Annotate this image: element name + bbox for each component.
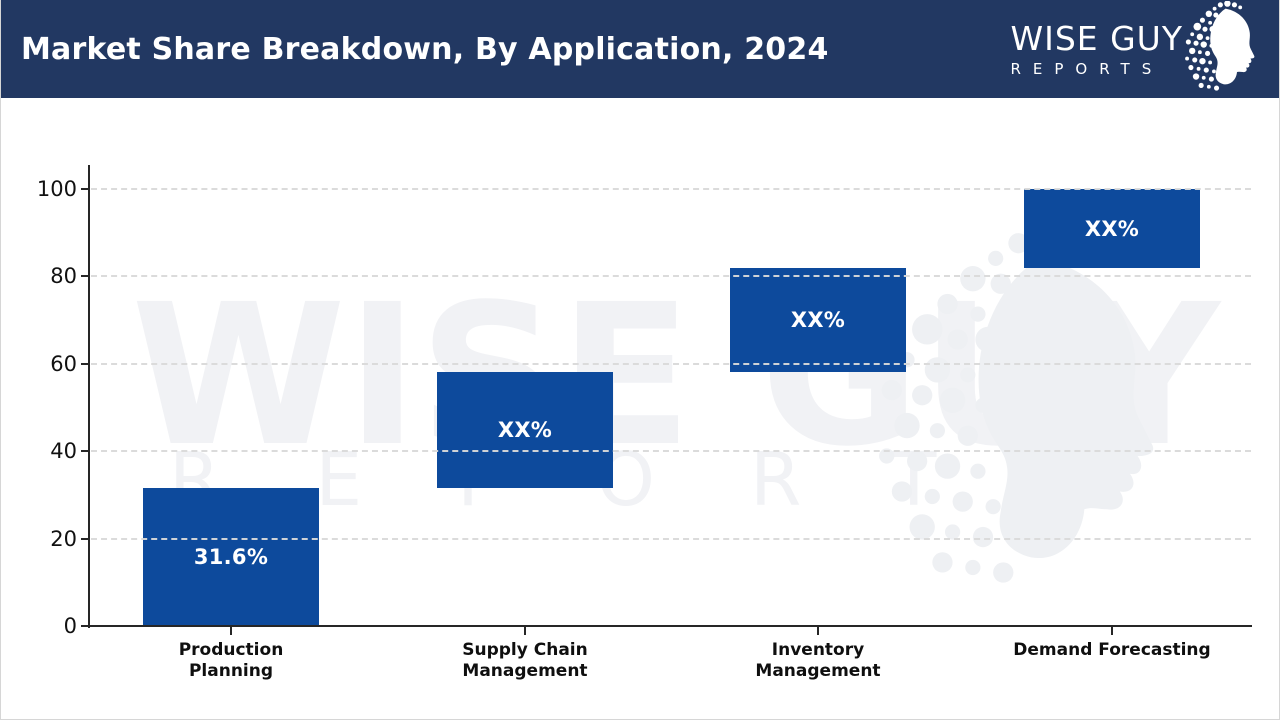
bar-segment: 31.6%	[143, 487, 319, 626]
y-tickmark-100	[81, 188, 89, 190]
logo-wordmark: WISE GUY	[1010, 18, 1183, 58]
y-tickmark-80	[81, 275, 89, 278]
x-tickmark	[817, 627, 819, 635]
y-axis-line	[88, 165, 90, 628]
x-category-label-line: Management	[462, 661, 588, 681]
y-tick-label-0: 0	[63, 614, 77, 638]
header-bar: Market Share Breakdown, By Application, …	[1, 0, 1279, 98]
watermark-subtitle: REPORTS	[169, 437, 1174, 523]
gridline-100	[91, 188, 1251, 190]
x-tickmark	[524, 627, 526, 635]
logo-text: WISE GUY REPORTS	[1010, 22, 1183, 77]
y-tickmark-60	[81, 362, 89, 365]
x-axis-line	[88, 625, 1252, 627]
gridline-60	[91, 362, 1251, 365]
y-tick-label-60: 60	[50, 351, 77, 376]
x-category-label: Demand Forecasting	[982, 640, 1242, 661]
x-category-label-line: Supply Chain	[462, 640, 588, 660]
x-category-label: Production Planning	[101, 640, 361, 682]
x-category-label-line: Planning	[188, 661, 274, 681]
bar-value-label: 31.6%	[193, 544, 269, 569]
x-category-label-line: Demand Forecasting	[1013, 640, 1211, 660]
y-tick-label-100: 100	[36, 177, 77, 201]
y-tick-label-80: 80	[50, 264, 77, 289]
gridline-80	[91, 275, 1251, 278]
bar-value-label: XX%	[497, 417, 553, 442]
x-tickmark	[1111, 627, 1113, 635]
y-tickmark-20	[81, 537, 89, 540]
gridline-40	[91, 450, 1251, 453]
logo-subtitle: REPORTS	[1010, 59, 1164, 78]
gridline-20	[91, 537, 1251, 540]
bar-segment: XX%	[730, 268, 906, 373]
y-tickmark-40	[81, 450, 89, 453]
x-category-label: Supply Chain Management	[395, 640, 655, 682]
x-category-label-line: Management	[755, 661, 881, 681]
x-category-label-line: Inventory	[771, 640, 865, 660]
x-category-label-line: Production	[178, 640, 284, 660]
bar-segment: XX%	[1024, 189, 1200, 269]
page-title: Market Share Breakdown, By Application, …	[21, 31, 829, 67]
y-tick-label-20: 20	[50, 526, 77, 551]
x-tickmark	[230, 627, 232, 635]
y-tick-label-40: 40	[50, 439, 77, 464]
bar-segment: XX%	[437, 372, 613, 488]
wiseguy-head-icon	[1177, 1, 1265, 97]
bar-value-label: XX%	[1084, 216, 1140, 241]
bar-value-label: XX%	[790, 308, 846, 333]
x-category-label: Inventory Management	[688, 640, 948, 682]
y-tickmark-0	[81, 625, 89, 627]
wiseguy-logo: WISE GUY REPORTS	[1010, 1, 1265, 97]
